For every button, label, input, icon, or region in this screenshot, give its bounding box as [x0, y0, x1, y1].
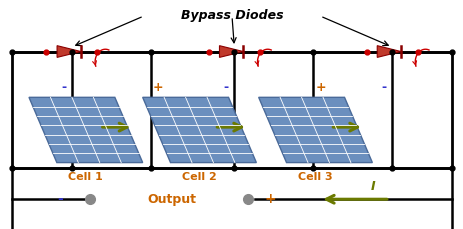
Polygon shape [376, 46, 400, 57]
Polygon shape [258, 97, 372, 163]
Text: Cell 1: Cell 1 [69, 172, 103, 183]
Text: +: + [315, 81, 325, 93]
Text: Cell 3: Cell 3 [298, 172, 332, 183]
Polygon shape [219, 46, 243, 57]
Polygon shape [29, 97, 143, 163]
Text: +: + [153, 81, 163, 93]
Text: I: I [370, 180, 375, 193]
Text: -: - [381, 81, 386, 93]
Text: Cell 2: Cell 2 [182, 172, 216, 183]
Bar [12, 52, 451, 168]
Text: -: - [61, 81, 66, 93]
Text: -: - [223, 81, 228, 93]
Text: Bypass Diodes: Bypass Diodes [180, 9, 283, 22]
Polygon shape [57, 46, 81, 57]
Text: +: + [264, 192, 276, 206]
Text: -: - [57, 192, 63, 206]
Polygon shape [143, 97, 256, 163]
Text: Output: Output [147, 193, 196, 206]
